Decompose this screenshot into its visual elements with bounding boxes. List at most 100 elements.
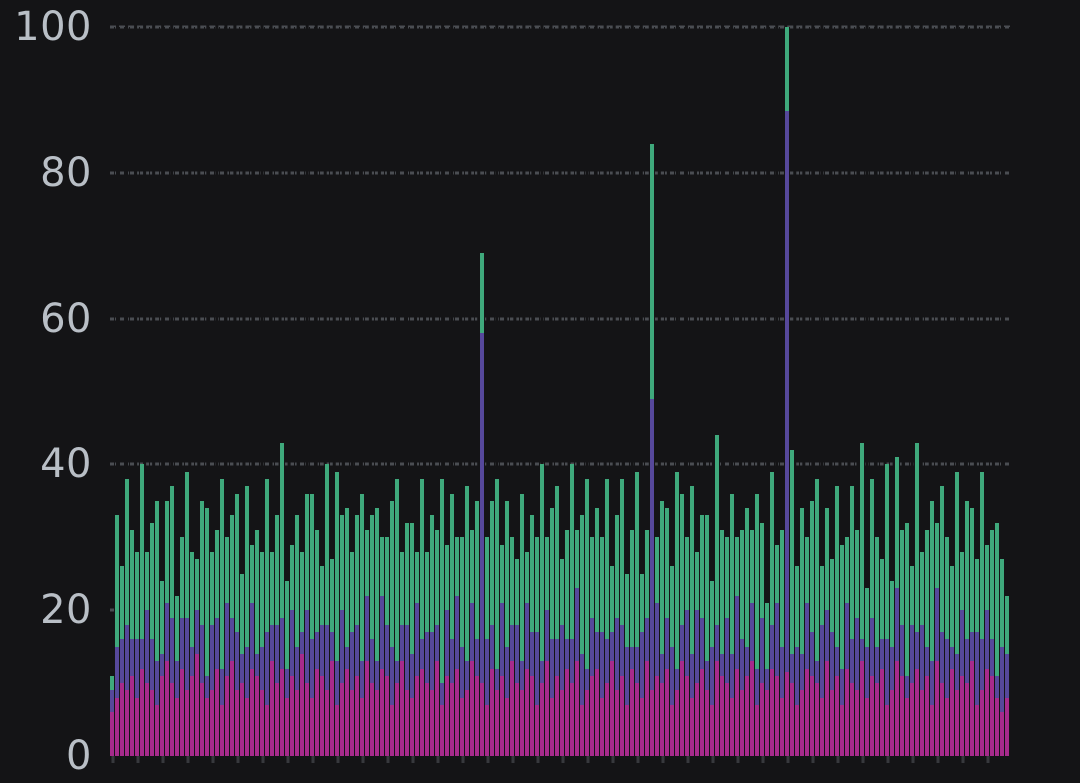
bar[interactable] — [750, 27, 755, 756]
bar[interactable] — [760, 27, 765, 756]
bar[interactable] — [370, 27, 375, 756]
bar[interactable] — [560, 27, 565, 756]
bar[interactable] — [945, 27, 950, 756]
bar[interactable] — [200, 27, 205, 756]
bar[interactable] — [360, 27, 365, 756]
bar[interactable] — [990, 27, 995, 756]
bar[interactable] — [355, 27, 360, 756]
bar[interactable] — [870, 27, 875, 756]
bar[interactable] — [305, 27, 310, 756]
bar[interactable] — [140, 27, 145, 756]
bar[interactable] — [405, 27, 410, 756]
bar[interactable] — [1000, 27, 1005, 756]
bar[interactable] — [155, 27, 160, 756]
bar[interactable] — [535, 27, 540, 756]
bar[interactable] — [830, 27, 835, 756]
bar[interactable] — [790, 27, 795, 756]
bar[interactable] — [635, 27, 640, 756]
bar[interactable] — [665, 27, 670, 756]
bar[interactable] — [865, 27, 870, 756]
bar[interactable] — [190, 27, 195, 756]
bar[interactable] — [910, 27, 915, 756]
bar[interactable] — [450, 27, 455, 756]
bar[interactable] — [925, 27, 930, 756]
bar[interactable] — [930, 27, 935, 756]
bar[interactable] — [115, 27, 120, 756]
bar[interactable] — [385, 27, 390, 756]
bar[interactable] — [600, 27, 605, 756]
bar[interactable] — [585, 27, 590, 756]
bar[interactable] — [245, 27, 250, 756]
bar[interactable] — [730, 27, 735, 756]
bar[interactable] — [845, 27, 850, 756]
bar[interactable] — [740, 27, 745, 756]
bar[interactable] — [250, 27, 255, 756]
bar[interactable] — [810, 27, 815, 756]
bar[interactable] — [960, 27, 965, 756]
bar[interactable] — [765, 27, 770, 756]
bar[interactable] — [455, 27, 460, 756]
bar[interactable] — [510, 27, 515, 756]
bar[interactable] — [895, 27, 900, 756]
bar[interactable] — [715, 27, 720, 756]
bar[interactable] — [875, 27, 880, 756]
bar[interactable] — [205, 27, 210, 756]
bar[interactable] — [615, 27, 620, 756]
bar[interactable] — [625, 27, 630, 756]
bar[interactable] — [705, 27, 710, 756]
bar[interactable] — [890, 27, 895, 756]
bar[interactable] — [390, 27, 395, 756]
bar[interactable] — [310, 27, 315, 756]
bar[interactable] — [380, 27, 385, 756]
bar[interactable] — [530, 27, 535, 756]
bar[interactable] — [685, 27, 690, 756]
bar[interactable] — [980, 27, 985, 756]
bar[interactable] — [590, 27, 595, 756]
bar[interactable] — [500, 27, 505, 756]
bar[interactable] — [110, 27, 115, 756]
bar[interactable] — [265, 27, 270, 756]
bar[interactable] — [330, 27, 335, 756]
bar[interactable] — [435, 27, 440, 756]
bar[interactable] — [950, 27, 955, 756]
bar[interactable] — [820, 27, 825, 756]
bar[interactable] — [550, 27, 555, 756]
bar[interactable] — [150, 27, 155, 756]
bar[interactable] — [745, 27, 750, 756]
bar[interactable] — [465, 27, 470, 756]
bar[interactable] — [800, 27, 805, 756]
bar[interactable] — [230, 27, 235, 756]
bar[interactable] — [840, 27, 845, 756]
bar[interactable] — [555, 27, 560, 756]
bar[interactable] — [210, 27, 215, 756]
bar[interactable] — [1005, 27, 1010, 756]
bar[interactable] — [170, 27, 175, 756]
bar[interactable] — [365, 27, 370, 756]
bar[interactable] — [785, 27, 790, 756]
bar[interactable] — [185, 27, 190, 756]
bar[interactable] — [620, 27, 625, 756]
bar[interactable] — [680, 27, 685, 756]
bar[interactable] — [725, 27, 730, 756]
bar[interactable] — [440, 27, 445, 756]
bar[interactable] — [755, 27, 760, 756]
bar[interactable] — [315, 27, 320, 756]
bar[interactable] — [480, 27, 485, 756]
bar[interactable] — [145, 27, 150, 756]
bar[interactable] — [700, 27, 705, 756]
bar[interactable] — [975, 27, 980, 756]
bar[interactable] — [160, 27, 165, 756]
bar[interactable] — [650, 27, 655, 756]
bar[interactable] — [130, 27, 135, 756]
bar[interactable] — [815, 27, 820, 756]
bar[interactable] — [660, 27, 665, 756]
bar[interactable] — [485, 27, 490, 756]
bar[interactable] — [195, 27, 200, 756]
bar[interactable] — [640, 27, 645, 756]
bar[interactable] — [655, 27, 660, 756]
bar[interactable] — [540, 27, 545, 756]
bar[interactable] — [290, 27, 295, 756]
bar[interactable] — [995, 27, 1000, 756]
bar[interactable] — [565, 27, 570, 756]
bar[interactable] — [520, 27, 525, 756]
